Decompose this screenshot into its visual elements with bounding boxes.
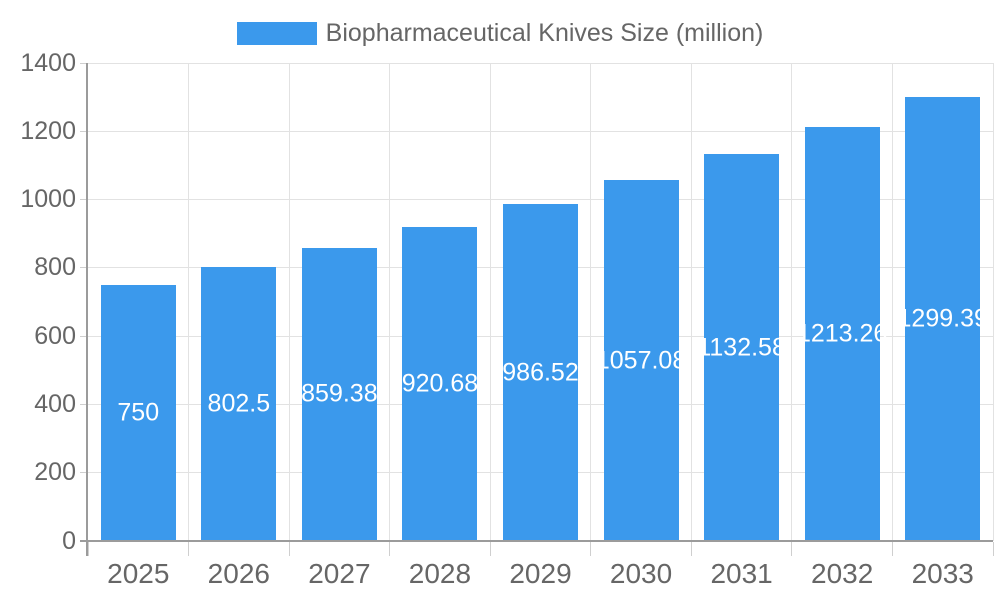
gridline-vertical [288, 63, 290, 541]
x-tick-label: 2032 [811, 558, 874, 589]
gridline-horizontal [88, 130, 993, 132]
bar[interactable]: 986.52 [502, 204, 579, 541]
x-tick-label: 2027 [308, 558, 371, 589]
bar-value-label: 1213.26 [796, 319, 888, 348]
bar-value-label: 802.5 [207, 389, 271, 418]
x-axis-tick [188, 542, 190, 556]
x-tick-label: 2026 [207, 558, 270, 589]
y-axis-tick [80, 199, 88, 201]
gridline-horizontal [88, 62, 993, 64]
x-axis-tick [891, 542, 893, 556]
x-axis-tick [791, 542, 793, 556]
gridline-vertical [389, 63, 391, 541]
y-tick-label: 200 [34, 458, 76, 487]
gridline-vertical [891, 63, 893, 541]
y-tick-label: 1200 [20, 116, 76, 145]
y-axis-tick [80, 335, 88, 337]
plot-area: 0 200 400 600 800 1000 1200 1400 750 2025 802.5 202… [20, 50, 994, 588]
x-axis-line [80, 540, 993, 542]
y-axis-line [86, 63, 88, 556]
bar[interactable]: 920.68 [401, 226, 479, 541]
bar[interactable]: 1057.08 [596, 180, 686, 541]
gridline-vertical [590, 63, 592, 541]
y-axis-tick [80, 267, 88, 269]
bar[interactable]: 802.5 [201, 267, 277, 541]
bar[interactable]: 750 [100, 284, 176, 541]
bar-value-label: 986.52 [502, 358, 579, 387]
gridline-vertical [992, 63, 994, 541]
gridline-vertical [690, 63, 692, 541]
chart-legend: Biopharmaceutical Knives Size (million) [0, 21, 1000, 46]
bar-value-label: 859.38 [301, 379, 378, 408]
x-axis-tick [690, 542, 692, 556]
y-tick-label: 800 [34, 253, 76, 282]
x-tick-label: 2025 [107, 558, 170, 589]
legend-label: Biopharmaceutical Knives Size (million) [325, 19, 764, 47]
legend-swatch-icon [236, 22, 317, 45]
x-tick-label: 2031 [710, 558, 773, 589]
y-tick-label: 600 [34, 321, 76, 350]
x-axis-tick [590, 542, 592, 556]
gridline-horizontal [88, 199, 993, 201]
x-axis-tick [288, 542, 290, 556]
bar-value-label: 920.68 [401, 369, 479, 398]
y-tick-label: 0 [62, 526, 76, 555]
y-axis-tick [80, 472, 88, 474]
y-tick-label: 1400 [20, 48, 76, 77]
y-tick-label: 1000 [20, 185, 76, 214]
bar-value-label: 1299.39 [897, 304, 988, 333]
bar[interactable]: 1299.39 [898, 97, 988, 541]
x-axis-tick [87, 542, 89, 556]
gridline-vertical [188, 63, 190, 541]
bar[interactable]: 1132.58 [697, 154, 786, 541]
x-axis-tick [389, 542, 391, 556]
bar-value-label: 750 [117, 398, 160, 427]
gridline-vertical [791, 63, 793, 541]
x-tick-label: 2028 [408, 558, 472, 589]
bar-value-label: 1132.58 [697, 333, 786, 362]
y-tick-label: 400 [34, 389, 76, 418]
y-axis-tick [80, 62, 88, 64]
y-axis-tick [80, 403, 88, 405]
legend-item[interactable]: Biopharmaceutical Knives Size (million) [236, 19, 764, 47]
x-tick-label: 2030 [609, 558, 673, 589]
bar[interactable]: 859.38 [301, 247, 378, 541]
y-axis-tick [80, 130, 88, 132]
x-tick-label: 2029 [509, 558, 572, 589]
x-tick-label: 2033 [911, 558, 974, 589]
bar[interactable]: 1213.26 [797, 126, 887, 541]
bar-value-label: 1057.08 [595, 346, 687, 375]
x-axis-tick [489, 542, 491, 556]
gridline-vertical [489, 63, 491, 541]
x-axis-tick [992, 542, 994, 556]
